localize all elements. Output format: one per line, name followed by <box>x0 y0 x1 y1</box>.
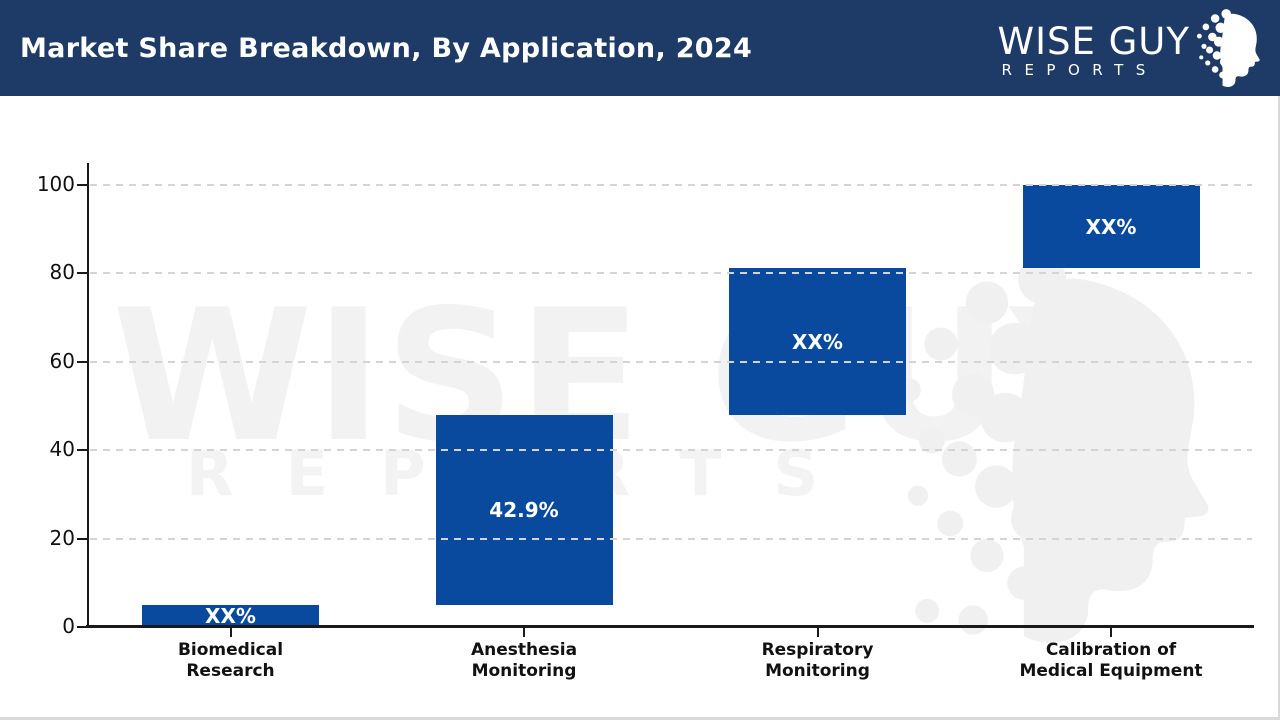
gridline-100 <box>90 184 1252 186</box>
x-tick-2 <box>523 628 525 637</box>
category-label-1: Biomedical Research <box>177 640 284 682</box>
x-tick-1 <box>229 628 232 637</box>
bar-value-label-2: 42.9% <box>489 498 559 523</box>
y-tick-20 <box>77 537 88 540</box>
gridline-60 <box>90 360 1252 363</box>
logo-brand-sub: REPORTS <box>1001 60 1158 79</box>
y-tick-label-40: 40 <box>49 437 75 462</box>
y-tick-label-80: 80 <box>49 260 75 285</box>
logo-brand-name: WISE GUY <box>997 19 1190 63</box>
logo-head-icon <box>1196 9 1260 87</box>
category-label-4: Calibration of Medical Equipment <box>1019 640 1203 682</box>
y-tick-80 <box>77 272 88 275</box>
gridline-40 <box>90 449 1252 452</box>
chart-area: WISE GUY REPORTS 020406080100XX%Biomedic… <box>0 96 1280 720</box>
wise-guy-reports-logo: WISE GUY REPORTS <box>998 6 1266 94</box>
y-tick-0 <box>77 626 88 628</box>
category-label-3: Respiratory Monitoring <box>761 640 874 682</box>
y-tick-60 <box>77 360 88 363</box>
bar-3: XX% <box>729 268 906 416</box>
watermark-text: WISE GUY <box>112 270 1145 482</box>
y-tick-label-0: 0 <box>62 614 75 638</box>
logo-text: WISE GUY REPORTS <box>998 23 1190 78</box>
bar-value-label-3: XX% <box>792 329 843 354</box>
gridline-20 <box>90 537 1252 540</box>
x-axis-line <box>86 625 1254 628</box>
y-tick-40 <box>77 449 88 452</box>
watermark-head-icon <box>896 255 1209 643</box>
category-label-2: Anesthesia Monitoring <box>470 640 578 682</box>
y-tick-label-20: 20 <box>49 525 75 550</box>
bar-value-label-4: XX% <box>1085 214 1137 239</box>
y-tick-100 <box>77 184 88 186</box>
page-bottom-border <box>0 717 1280 720</box>
y-tick-label-100: 100 <box>36 172 75 196</box>
bar-2: 42.9% <box>435 415 613 605</box>
x-tick-3 <box>816 628 819 637</box>
page-title: Market Share Breakdown, By Application, … <box>20 32 753 64</box>
y-tick-label-60: 60 <box>49 348 75 373</box>
header-banner: Market Share Breakdown, By Application, … <box>0 0 1280 96</box>
page-right-border <box>1278 96 1280 720</box>
x-tick-4 <box>1110 628 1112 637</box>
bar-1: XX% <box>142 603 319 628</box>
y-axis-line <box>87 163 89 627</box>
gridline-80 <box>90 272 1252 275</box>
bar-value-label-1: XX% <box>205 603 256 628</box>
bar-4: XX% <box>1022 185 1200 269</box>
